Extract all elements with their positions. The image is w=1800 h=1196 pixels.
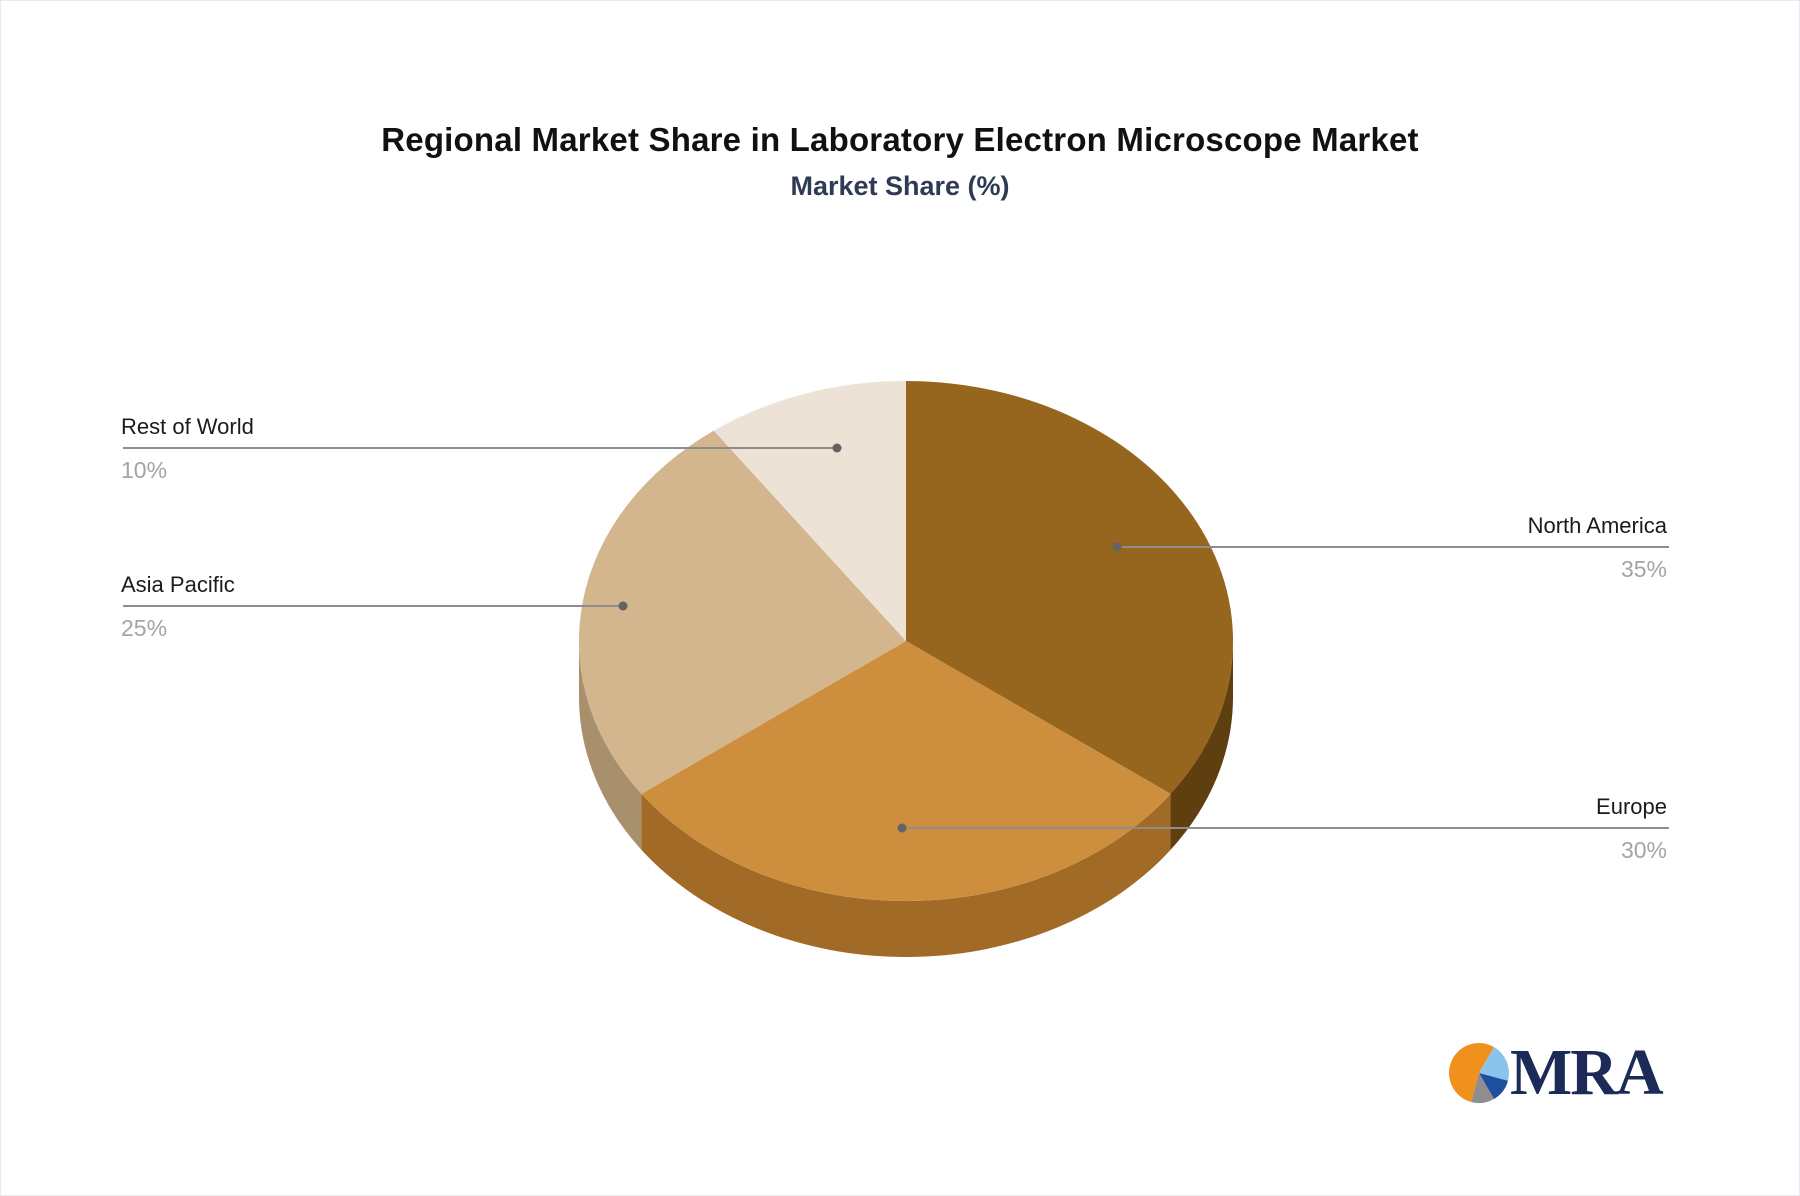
logo-slice-gray — [1471, 1073, 1494, 1104]
callout-label-north-america: North America — [1527, 513, 1667, 538]
callout-label-rest-of-world: Rest of World — [121, 414, 254, 439]
pie-slice-side-europe — [641, 793, 1171, 957]
callout-label-asia-pacific: Asia Pacific — [121, 572, 235, 597]
logo-slice-dark-blue — [1479, 1073, 1508, 1099]
callout-dot-asia-pacific — [618, 601, 628, 611]
callout-pct-rest-of-world: 10% — [121, 457, 168, 483]
callout-pct-north-america: 35% — [1620, 556, 1667, 582]
callout-label-europe: Europe — [1596, 794, 1667, 819]
callout-dot-europe — [897, 823, 907, 833]
callout-pct-europe: 30% — [1620, 837, 1667, 863]
callout-dot-north-america — [1112, 542, 1122, 552]
callout-pct-asia-pacific: 25% — [121, 615, 168, 641]
brand-logo: MRA — [1447, 1036, 1664, 1109]
pie-slice-asia-pacific[interactable] — [579, 430, 906, 794]
logo-text: MRA — [1510, 1036, 1664, 1109]
pie-slice-side-north-america — [1170, 641, 1233, 850]
pie-slice-europe[interactable] — [641, 641, 1171, 902]
callout-dot-rest-of-world — [832, 443, 842, 453]
page-title: Regional Market Share in Laboratory Elec… — [381, 121, 1419, 158]
logo-pie-icon — [1449, 1043, 1510, 1104]
pie-slice-north-america[interactable] — [906, 381, 1233, 794]
logo-slice-orange — [1449, 1043, 1494, 1102]
logo-slice-light-blue — [1479, 1047, 1510, 1081]
pie-slice-rest-of-world[interactable] — [713, 381, 906, 641]
chart-subtitle: Market Share (%) — [790, 171, 1010, 201]
pie-slice-side-asia-pacific — [579, 641, 642, 850]
